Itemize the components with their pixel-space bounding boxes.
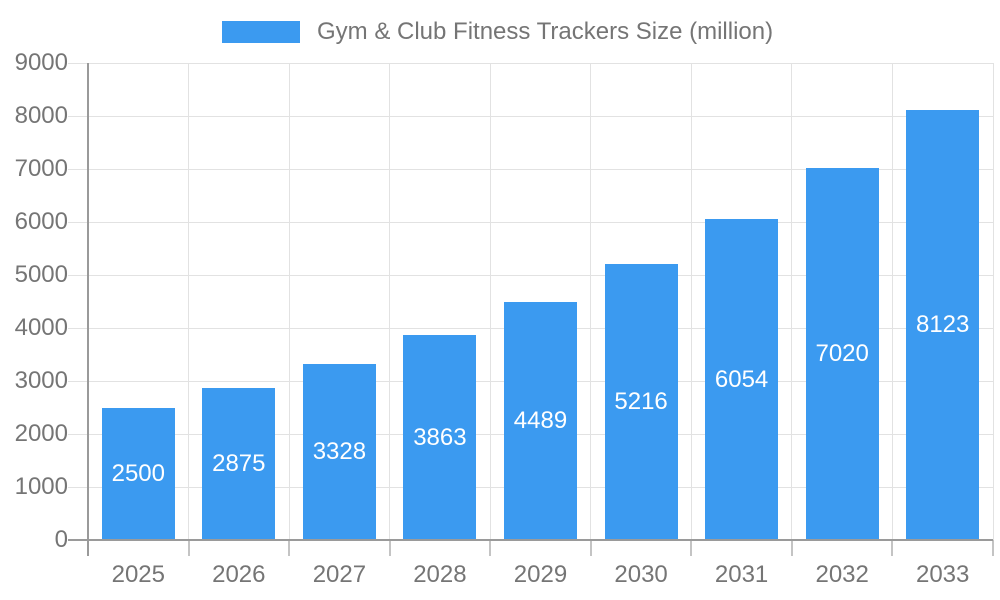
x-gridline: [188, 63, 190, 540]
chart-legend[interactable]: Gym & Club Fitness Trackers Size (millio…: [222, 18, 774, 45]
bar-value-label: 2500: [111, 459, 165, 487]
x-gridline: [791, 63, 793, 540]
x-axis-tick-label: 2029: [513, 561, 568, 588]
x-gridline: [891, 63, 893, 540]
bar-2032[interactable]: [805, 167, 879, 540]
bar-value-label: 3863: [413, 423, 467, 451]
x-gridline: [690, 63, 692, 540]
y-axis-tick-label: 3000: [14, 367, 68, 394]
y-axis-tick-label: 1000: [14, 473, 68, 500]
y-axis-tick-label: 4000: [14, 314, 68, 341]
x-axis-tick: [790, 540, 793, 556]
y-axis-tick-label: 7000: [14, 155, 68, 182]
bar-value-label: 5216: [614, 387, 668, 415]
x-axis-tick-label: 2026: [212, 561, 266, 588]
x-axis-tick: [288, 540, 291, 556]
bar-2028[interactable]: [403, 335, 477, 540]
x-axis-tick-label: 2027: [312, 561, 367, 588]
x-axis-tick-label: 2028: [413, 561, 467, 588]
x-axis-tick-label: 2025: [111, 561, 165, 588]
y-axis-tick-label: 5000: [14, 261, 68, 288]
bar-2030[interactable]: [604, 263, 678, 540]
y-axis-tick-label: 8000: [14, 102, 68, 129]
bar-2025[interactable]: [101, 407, 175, 540]
x-axis-line: [68, 538, 993, 541]
bar-value-label: 7020: [815, 340, 869, 367]
bar-2031[interactable]: [705, 219, 779, 540]
x-axis-tick: [187, 540, 190, 556]
y-gridline: [68, 115, 993, 117]
bar-2027[interactable]: [302, 363, 376, 540]
x-gridline: [590, 63, 592, 540]
y-axis-tick-label: 9000: [14, 49, 68, 76]
legend-swatch-icon: [222, 21, 300, 43]
y-axis-tick-label: 2000: [14, 420, 68, 447]
x-axis-tick-label: 2031: [714, 561, 769, 588]
legend-label: Gym & Club Fitness Trackers Size (millio…: [317, 18, 774, 45]
y-gridline: [68, 274, 993, 276]
bar-value-label: 8123: [915, 310, 970, 338]
bar-value-label: 3328: [312, 437, 367, 465]
x-axis-tick: [388, 540, 391, 556]
y-axis-line: [86, 63, 89, 556]
x-axis-tick: [690, 540, 693, 556]
y-gridline: [68, 62, 993, 64]
x-axis-tick-label: 2030: [614, 561, 668, 588]
x-gridline: [288, 63, 290, 540]
x-axis-tick: [992, 540, 994, 556]
y-axis-tick-label: 0: [54, 526, 68, 553]
x-gridline: [389, 63, 391, 540]
x-gridline: [992, 63, 994, 540]
x-axis-tick-label: 2032: [815, 561, 869, 588]
bar-value-label: 4489: [513, 407, 568, 434]
x-axis-tick: [589, 540, 592, 556]
x-axis-tick-label: 2033: [915, 561, 970, 588]
bar-value-label: 6054: [714, 365, 769, 393]
bar-2033[interactable]: [906, 109, 980, 540]
x-gridline: [489, 63, 491, 540]
y-gridline: [68, 221, 993, 223]
y-axis-tick-label: 6000: [14, 208, 68, 235]
bar-2029[interactable]: [504, 302, 577, 540]
x-axis-tick: [891, 540, 894, 556]
bar-2026[interactable]: [202, 387, 276, 540]
y-gridline: [68, 168, 993, 170]
bar-value-label: 2875: [212, 449, 266, 477]
x-axis-tick: [489, 540, 492, 556]
